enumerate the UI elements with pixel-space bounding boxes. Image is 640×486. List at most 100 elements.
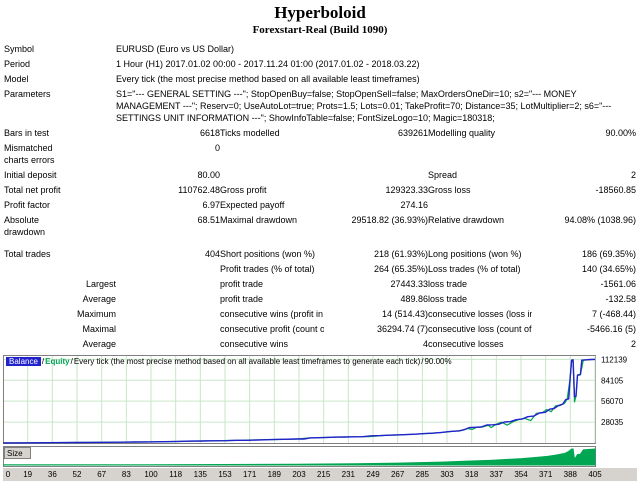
svg-text:171: 171 (243, 470, 257, 479)
legend-separator: / (421, 357, 424, 366)
equity-legend: Equity (45, 357, 70, 366)
net-profit-value: 110762.48 (178, 184, 220, 195)
svg-text:Size: Size (7, 449, 23, 458)
max-consec-losses-value: 7 (-468.44) (591, 308, 636, 319)
ticks-label: Ticks modelled (220, 127, 280, 138)
short-positions-value: 218 (61.93%) (373, 248, 428, 259)
svg-text:118: 118 (169, 470, 182, 479)
maximal-loss-label: consecutive loss (count of losses) (428, 323, 532, 334)
largest-loss-value: -1561.06 (600, 278, 636, 289)
maximal-profit-label: consecutive profit (count of wins) (220, 323, 324, 334)
maximal-profit-value: 36294.74 (7) (376, 323, 428, 334)
quality-label: Modelling quality (428, 127, 496, 138)
row-net-profit: Total net profit 110762.48 Gross profit … (4, 182, 636, 197)
largest-profit-label: profit trade (220, 278, 264, 289)
max-drawdown-value: 29518.82 (36.93%) (351, 214, 428, 225)
svg-text:354: 354 (514, 470, 528, 479)
initial-deposit-label: Initial deposit (4, 169, 57, 180)
average-profit-value: 489.86 (400, 293, 428, 304)
symbol-label: Symbol (4, 43, 35, 54)
profit-trades-value: 264 (65.35%) (373, 263, 428, 274)
row-symbol: Symbol EURUSD (Euro vs US Dollar) (4, 41, 636, 56)
graph-model-text: Every tick (the most precise method base… (73, 357, 421, 366)
svg-text:112139: 112139 (601, 355, 628, 364)
svg-text:83: 83 (122, 470, 131, 479)
ticks-value: 639261 (397, 127, 428, 138)
empty-cell (116, 276, 220, 291)
profit-trades-label: Profit trades (% of total) (220, 263, 315, 274)
svg-text:189: 189 (268, 470, 282, 479)
bars-value: 6618 (199, 127, 220, 138)
average-trade-label: Average (82, 293, 116, 304)
balance-equity-chart: 28035 56070 84105 112139 Size 0 19 36 52 67 83 100 1… (2, 355, 637, 481)
svg-text:267: 267 (391, 470, 405, 479)
largest-label: Largest (85, 278, 116, 289)
svg-text:285: 285 (416, 470, 430, 479)
svg-text:36: 36 (48, 470, 57, 479)
report-subtitle: Forexstart-Real (Build 1090) (252, 24, 388, 36)
avg-consec-losses-label: consecutive losses (428, 338, 504, 349)
svg-text:52: 52 (73, 470, 82, 479)
row-profit-trades: Profit trades (% of total) 264 (65.35%) … (4, 261, 636, 276)
loss-trades-value: 140 (34.65%) (581, 263, 636, 274)
average-loss-label: loss trade (428, 293, 468, 304)
svg-text:303: 303 (440, 470, 454, 479)
svg-text:153: 153 (218, 470, 232, 479)
parameters-value: S1="--- GENERAL SETTING ---"; StopOpenBu… (116, 88, 612, 123)
total-trades-value: 404 (204, 248, 220, 259)
legend-separator: / (70, 357, 73, 366)
spacer-row (4, 239, 636, 246)
empty-cell (428, 197, 532, 212)
empty-cell (324, 140, 428, 167)
row-model: Model Every tick (the most precise metho… (4, 71, 636, 86)
empty-cell (428, 140, 532, 167)
total-trades-label: Total trades (4, 248, 51, 259)
average-loss-value: -132.58 (605, 293, 636, 304)
svg-text:231: 231 (342, 470, 356, 479)
max-drawdown-label: Maximal drawdown (220, 214, 298, 225)
svg-text:56070: 56070 (601, 397, 624, 406)
gross-profit-label: Gross profit (220, 184, 267, 195)
model-value: Every tick (the most precise method base… (116, 73, 420, 84)
empty-cell (532, 140, 636, 167)
maximal-label: Maximal (82, 323, 116, 334)
row-deposit: Initial deposit 80.00 Spread 2 (4, 167, 636, 182)
avg-consec-wins-label: consecutive wins (220, 338, 289, 349)
period-label: Period (4, 58, 31, 69)
largest-loss-label: loss trade (428, 278, 468, 289)
expected-payoff-label: Expected payoff (220, 199, 285, 210)
gross-loss-label: Gross loss (428, 184, 471, 195)
empty-cell (220, 167, 324, 182)
row-bars: Bars in test 6618 Ticks modelled 639261 … (4, 125, 636, 140)
profit-factor-value: 6.97 (202, 199, 220, 210)
maximal-loss-value: -5466.16 (5) (586, 323, 636, 334)
quality-value: 90.00% (605, 127, 636, 138)
tester-graph-section: Balance/Equity/Every tick (the most prec… (2, 355, 637, 486)
svg-text:28035: 28035 (601, 418, 624, 427)
svg-text:84105: 84105 (601, 376, 624, 385)
parameters-label: Parameters (4, 88, 51, 99)
report-title: Hyperboloid (274, 3, 366, 22)
model-label: Model (4, 73, 29, 84)
gross-profit-value: 129323.33 (385, 184, 428, 195)
abs-drawdown-value: 68.51 (197, 214, 220, 225)
row-average-trade: Average profit trade 489.86 loss trade -… (4, 291, 636, 306)
initial-deposit-value: 80.00 (197, 169, 220, 180)
average-profit-label: profit trade (220, 293, 264, 304)
strategy-tester-report-table: Symbol EURUSD (Euro vs US Dollar) Period… (4, 41, 636, 351)
graph-quality-text: 90.00% (424, 357, 452, 366)
short-positions-label: Short positions (won %) (220, 248, 316, 259)
period-value: 1 Hour (H1) 2017.01.02 00:00 - 2017.11.2… (116, 58, 420, 69)
rel-drawdown-label: Relative drawdown (428, 214, 505, 225)
symbol-value: EURUSD (Euro vs US Dollar) (116, 43, 235, 54)
expected-payoff-value: 274.16 (400, 199, 428, 210)
graph-legend: Balance/Equity/Every tick (the most prec… (6, 357, 452, 367)
net-profit-label: Total net profit (4, 184, 61, 195)
spread-label: Spread (428, 169, 458, 180)
row-period: Period 1 Hour (H1) 2017.01.02 00:00 - 20… (4, 56, 636, 71)
avg-consec-wins-value: 4 (422, 338, 428, 349)
balance-legend: Balance (6, 357, 41, 366)
row-mismatched: Mismatched charts errors 0 (4, 140, 636, 167)
abs-drawdown-label-text: Absolute drawdown (4, 214, 46, 237)
svg-text:203: 203 (292, 470, 306, 479)
